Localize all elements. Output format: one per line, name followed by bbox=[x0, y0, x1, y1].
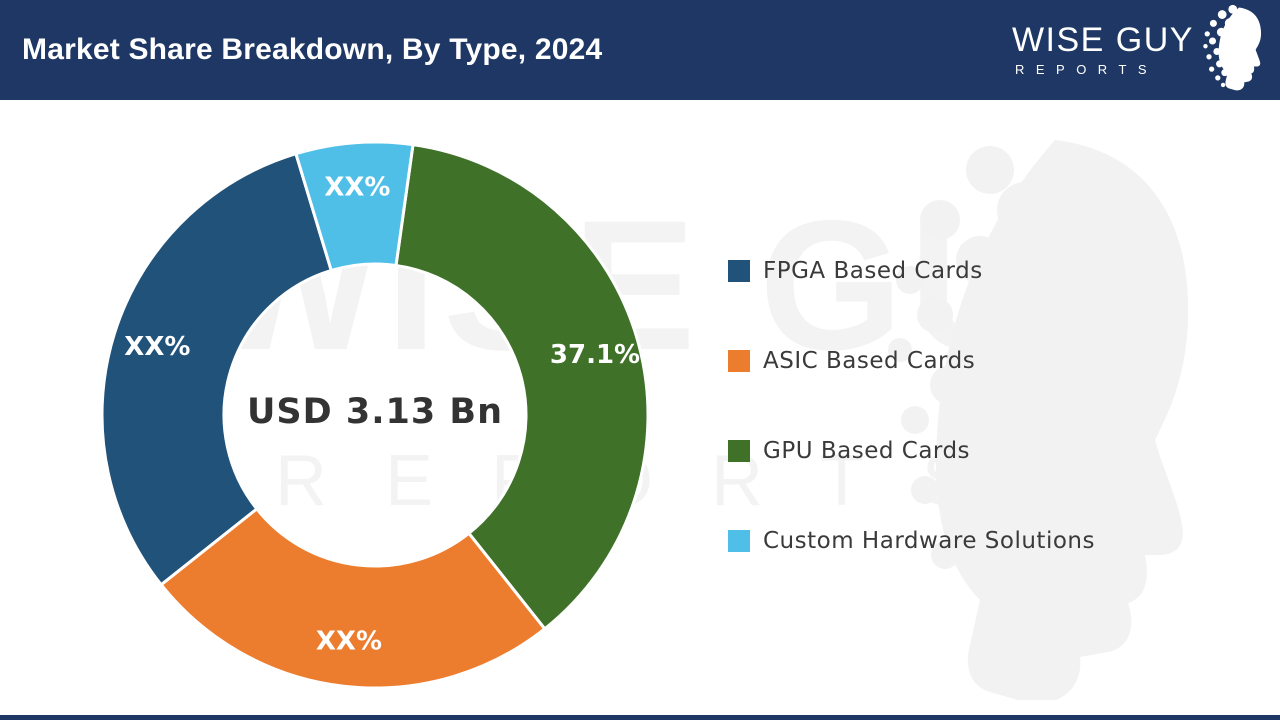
segment-percentage-label: XX% bbox=[324, 173, 390, 203]
donut-segment-asic-based-cards bbox=[159, 507, 547, 690]
legend-item-fpga: FPGA Based Cards bbox=[728, 257, 1095, 285]
legend-swatch-asic bbox=[728, 350, 750, 372]
legend-item-custom: Custom Hardware Solutions bbox=[728, 527, 1095, 555]
donut-segment-custom-hardware-solutions bbox=[294, 140, 415, 272]
donut-segment-gpu-based-cards bbox=[394, 143, 650, 631]
legend-label: ASIC Based Cards bbox=[763, 348, 976, 374]
footer-bar bbox=[0, 715, 1280, 720]
brand-name: WISE GUY bbox=[1011, 21, 1194, 59]
brand-subname: REPORTS bbox=[1014, 62, 1159, 77]
brand-logo-text: WISE GUY REPORTS bbox=[1012, 23, 1194, 77]
donut-segment-fpga-based-cards bbox=[100, 152, 333, 587]
brand-face-icon bbox=[1200, 4, 1262, 96]
legend-swatch-custom bbox=[728, 530, 750, 552]
chart-center-value: USD 3.13 Bn bbox=[247, 392, 503, 432]
legend-swatch-gpu bbox=[728, 440, 750, 462]
legend-label: GPU Based Cards bbox=[763, 438, 971, 464]
page-title: Market Share Breakdown, By Type, 2024 bbox=[22, 33, 603, 66]
legend-label: FPGA Based Cards bbox=[763, 258, 983, 284]
donut-chart: 37.1% XX% XX% XX% bbox=[95, 135, 655, 695]
segment-percentage-label: 37.1% bbox=[550, 340, 640, 370]
segment-percentage-label: XX% bbox=[124, 332, 190, 362]
legend-swatch-fpga bbox=[728, 260, 750, 282]
legend-label: Custom Hardware Solutions bbox=[763, 528, 1095, 554]
legend-item-gpu: GPU Based Cards bbox=[728, 437, 1095, 465]
brand-logo: WISE GUY REPORTS bbox=[1012, 4, 1262, 96]
segment-percentage-label: XX% bbox=[316, 627, 382, 657]
header: Market Share Breakdown, By Type, 2024 WI… bbox=[0, 0, 1280, 100]
legend-item-asic: ASIC Based Cards bbox=[728, 347, 1095, 375]
chart-legend: FPGA Based Cards ASIC Based Cards GPU Ba… bbox=[728, 257, 1095, 555]
